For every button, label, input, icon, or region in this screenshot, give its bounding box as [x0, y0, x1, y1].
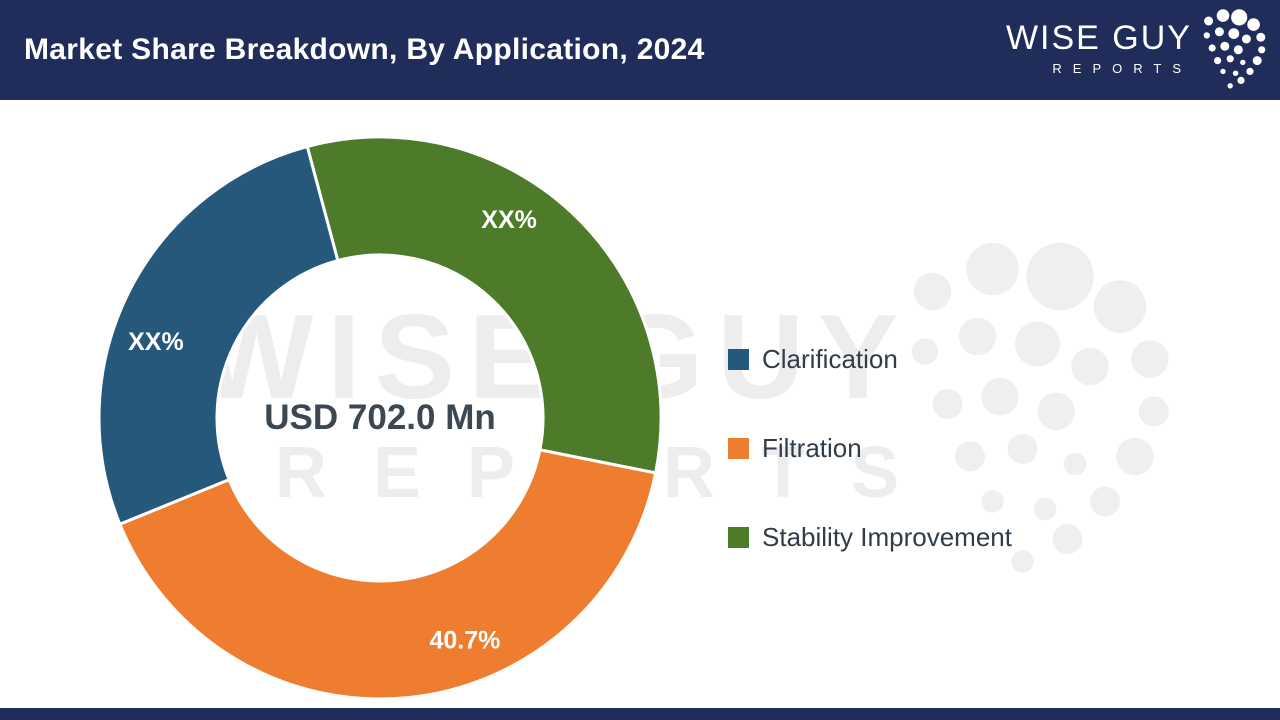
legend-item-clarification: Clarification: [728, 344, 1012, 375]
page-title: Market Share Breakdown, By Application, …: [24, 33, 705, 66]
donut-chart: XX% 40.7% XX%: [97, 135, 663, 701]
donut-center-label: USD 702.0 Mn: [264, 398, 496, 437]
legend: Clarification Filtration Stability Impro…: [728, 344, 1012, 553]
header-bar: Market Share Breakdown, By Application, …: [0, 0, 1280, 100]
logo-text: WISE GUY REPORTS: [1005, 19, 1192, 76]
legend-item-stability-improvement: Stability Improvement: [728, 522, 1012, 553]
donut-segment-value-label: 40.7%: [429, 626, 500, 654]
donut-segment-stability-improvement: [305, 135, 663, 475]
footer-bar: [0, 708, 1280, 720]
legend-label: Filtration: [762, 433, 862, 463]
donut-segment-filtration: [117, 448, 658, 701]
chart-area: WISE GUY REPORTS XX%40.7%XX% USD 702.0 M…: [0, 100, 1280, 708]
legend-swatch-icon: [728, 438, 749, 459]
legend-swatch-icon: [728, 527, 749, 548]
wiseguy-logo: WISE GUY REPORTS: [1006, 5, 1268, 91]
donut-segment-value-label: XX%: [128, 328, 184, 356]
logo-line1: WISE GUY: [1005, 19, 1192, 58]
legend-item-filtration: Filtration: [728, 433, 1012, 464]
legend-label: Stability Improvement: [762, 522, 1012, 552]
logo-head-dots-icon: [1203, 9, 1266, 89]
donut-segment-clarification: [97, 144, 340, 527]
legend-swatch-icon: [728, 349, 749, 370]
donut-segment-value-label: XX%: [481, 206, 537, 234]
watermark-head-dots-icon: [911, 242, 1169, 573]
logo-line2: REPORTS: [1052, 60, 1192, 76]
legend-label: Clarification: [762, 344, 898, 374]
